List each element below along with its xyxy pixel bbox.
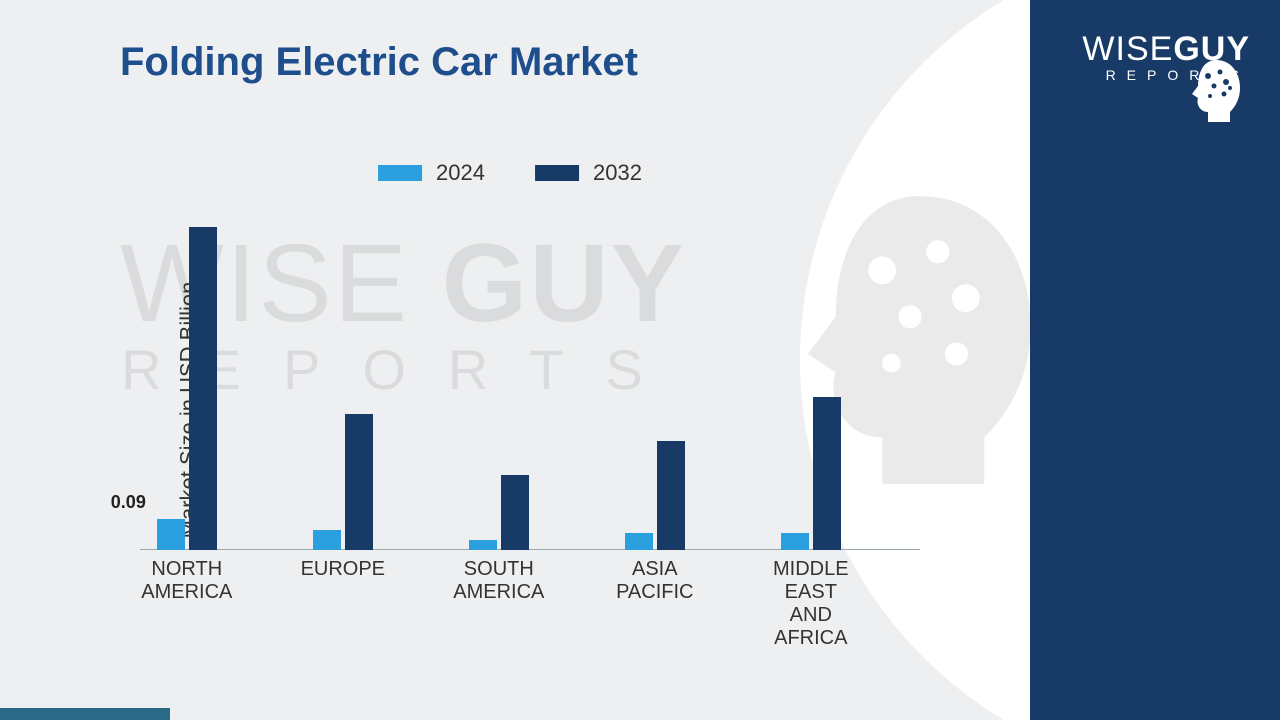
bar-group: 0.09NORTHAMERICA [127,227,247,550]
bar-value-label: 0.09 [111,492,146,513]
bottom-accent-bar [0,708,170,720]
bar-2024 [625,533,653,550]
bar-group: SOUTHAMERICA [439,475,559,550]
category-label: NORTHAMERICA [117,558,257,604]
legend-label-2024: 2024 [436,160,485,186]
category-label: MIDDLEEASTANDAFRICA [741,558,881,650]
category-label: ASIAPACIFIC [585,558,725,604]
bar-2032 [345,414,373,550]
legend-swatch-2024 [378,165,422,181]
bar-2032 [501,475,529,550]
bar-2032 [657,441,685,550]
bar-group: MIDDLEEASTANDAFRICA [751,397,871,550]
legend-swatch-2032 [535,165,579,181]
legend: 2024 2032 [378,160,642,186]
bar-2024 [469,540,497,550]
bar-group: ASIAPACIFIC [595,441,715,550]
plot-area: 0.09NORTHAMERICAEUROPESOUTHAMERICAASIAPA… [140,210,920,550]
brand-main: WISE [1082,30,1173,68]
bar-2024 [781,533,809,550]
legend-item-2024: 2024 [378,160,485,186]
bar-2024 [157,519,185,550]
brand-logo: WISEGUY REPORTS [1082,30,1250,83]
category-label: SOUTHAMERICA [429,558,569,604]
legend-label-2032: 2032 [593,160,642,186]
page: WISEGUY REPORTS Folding Electric Car Mar… [0,0,1280,720]
brain-head-icon [1186,58,1242,124]
bar-chart: Market Size in USD Billion 2024 2032 0.0… [100,160,920,660]
category-label: EUROPE [273,558,413,581]
legend-item-2032: 2032 [535,160,642,186]
sidebar-panel [1030,0,1280,720]
bar-2024 [313,530,341,550]
bar-group: EUROPE [283,414,403,550]
bar-2032 [813,397,841,550]
bar-2032 [189,227,217,550]
chart-title: Folding Electric Car Market [120,40,638,85]
